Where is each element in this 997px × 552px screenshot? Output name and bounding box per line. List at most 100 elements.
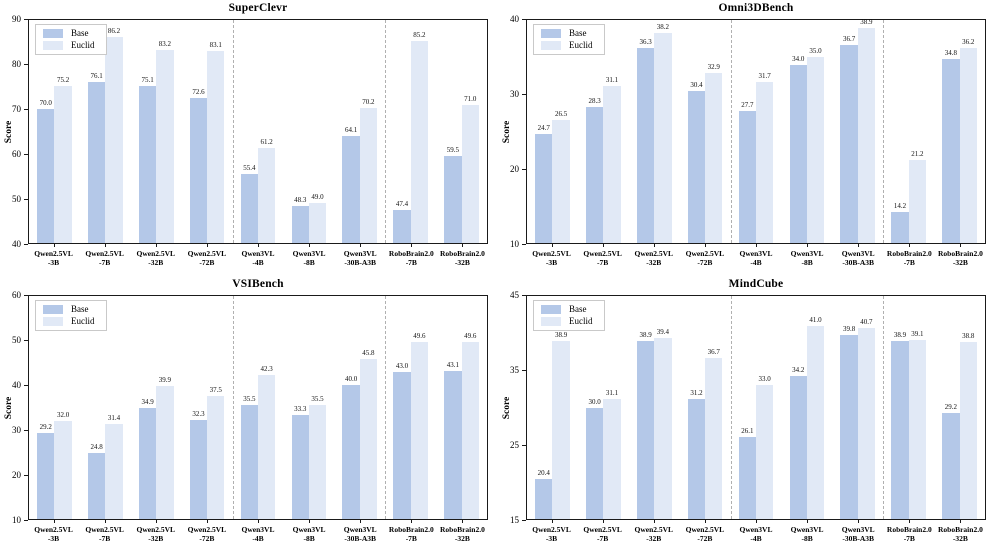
x-category-label: Qwen3VL -30B-A3B xyxy=(841,525,875,544)
bar-value-label: 21.2 xyxy=(911,149,924,158)
x-category-label: Qwen3VL -30B-A3B xyxy=(343,249,377,268)
y-tick-label: 10 xyxy=(510,238,519,249)
group-separator-line xyxy=(730,296,732,519)
bar-base: 70.0 xyxy=(37,99,55,243)
bar-group: 29.2 38.8 xyxy=(934,296,985,519)
bar-base: 43.0 xyxy=(393,362,411,519)
bar-base: 43.1 xyxy=(444,361,462,519)
y-tick-mark xyxy=(522,168,526,170)
x-category-label: Qwen2.5VL -3B xyxy=(34,249,73,268)
bar-base: 34.9 xyxy=(138,398,157,519)
bar-group: 36.3 38.2 xyxy=(629,20,680,243)
legend-row: Base xyxy=(541,305,593,314)
bar-value-label: 38.9 xyxy=(554,331,568,340)
y-tick-label: 50 xyxy=(12,334,21,345)
bar-base: 39.8 xyxy=(840,325,858,519)
x-tick-mark xyxy=(704,520,706,523)
bar-base: 20.4 xyxy=(535,469,553,519)
bar-base: 27.7 xyxy=(738,101,756,243)
x-tick-mark xyxy=(104,244,106,247)
x-category-label: RoboBrain2.0 -32B xyxy=(440,249,485,268)
x-tick-mark xyxy=(653,520,655,523)
group-separator-line xyxy=(385,296,387,519)
y-tick-mark xyxy=(24,63,28,65)
bar-group: 39.8 40.7 xyxy=(832,296,883,519)
bar-value-label: 34.2 xyxy=(792,366,805,375)
bar-value-label: 75.2 xyxy=(56,76,70,85)
bar-value-label: 37.5 xyxy=(209,386,222,395)
bar-group: 36.7 38.9 xyxy=(832,18,883,243)
bar-value-label: 36.7 xyxy=(707,347,720,356)
y-axis-label: Score xyxy=(502,120,512,143)
x-category-label: Qwen2.5VL -32B xyxy=(136,525,176,544)
x-category-label: Qwen2.5VL -32B xyxy=(634,525,674,544)
bar-euclid: 83.2 xyxy=(156,40,174,243)
bar-value-label: 43.0 xyxy=(395,361,409,370)
legend-swatch-euclid xyxy=(541,41,561,50)
x-tick-mark xyxy=(309,244,311,247)
bar-base: 34.2 xyxy=(789,366,807,519)
bar-euclid: 40.7 xyxy=(857,318,876,519)
bar-value-label: 29.2 xyxy=(39,423,52,432)
y-tick-mark xyxy=(24,519,28,521)
bar-euclid: 41.0 xyxy=(806,316,825,519)
legend-label: Euclid xyxy=(71,316,95,326)
bar-value-label: 64.1 xyxy=(345,125,358,134)
x-category-label: RoboBrain2.0 -7B xyxy=(388,525,434,544)
bar-group: 48.3 49.0 xyxy=(283,20,334,243)
x-category-label: RoboBrain2.0 -32B xyxy=(440,525,485,544)
legend-swatch-base xyxy=(541,29,561,38)
bar-value-label: 71.0 xyxy=(464,94,477,103)
bar-group: 24.8 31.4 xyxy=(80,296,131,519)
chart-title: Omni3DBench xyxy=(718,2,794,14)
bar-euclid: 86.2 xyxy=(105,27,123,243)
x-category-label: Qwen2.5VL -72B xyxy=(685,249,725,268)
bar-group: 14.2 21.2 xyxy=(883,20,934,243)
y-tick-label: 90 xyxy=(12,13,21,24)
bar-value-label: 72.6 xyxy=(192,87,205,96)
bar-value-label: 34.0 xyxy=(792,54,805,63)
legend-swatch-euclid xyxy=(43,41,63,50)
bar-value-label: 61.2 xyxy=(260,138,273,147)
bar-value-label: 42.3 xyxy=(260,364,273,373)
bar-value-label: 41.0 xyxy=(809,315,822,324)
bar-euclid: 49.0 xyxy=(308,193,327,243)
x-category-label: Qwen3VL -8B xyxy=(292,525,326,544)
x-tick-mark xyxy=(258,520,259,523)
x-category-label: Qwen3VL -8B xyxy=(790,525,824,544)
legend-row: Euclid xyxy=(43,41,95,50)
legend-label: Euclid xyxy=(569,40,593,50)
bars-container: 70.0 75.2 76.1 86.2 75.1 83.2 72.6 83.1 55.4 61.2… xyxy=(29,20,487,243)
x-category-label: RoboBrain2.0 -7B xyxy=(886,249,932,268)
bar-group: 27.7 31.7 xyxy=(731,20,782,243)
bar-euclid: 75.2 xyxy=(54,76,72,243)
x-category-label: RoboBrain2.0 -32B xyxy=(938,525,983,544)
y-tick-mark xyxy=(24,429,28,431)
x-category-label: Qwen2.5VL -72B xyxy=(187,249,227,268)
y-tick-label: 40 xyxy=(12,238,21,249)
bar-euclid: 42.3 xyxy=(258,365,276,519)
bar-group: 35.5 42.3 xyxy=(233,296,284,519)
bar-value-label: 14.2 xyxy=(893,201,907,210)
plot-area: 24.7 26.5 28.3 31.1 36.3 38.2 30.4 32.9 27.7 31.7… xyxy=(526,18,986,244)
bar-euclid: 49.6 xyxy=(410,332,428,519)
bar-value-label: 34.9 xyxy=(141,397,154,406)
bar-value-label: 39.9 xyxy=(158,375,171,384)
x-tick-mark xyxy=(155,520,157,523)
bar-base: 24.7 xyxy=(535,124,553,243)
bar-value-label: 38.8 xyxy=(962,332,975,341)
group-separator-line xyxy=(883,20,885,243)
x-category-label: Qwen3VL -8B xyxy=(790,249,824,268)
group-separator-line xyxy=(232,20,234,243)
bar-euclid: 85.2 xyxy=(410,31,428,243)
bar-value-label: 35.0 xyxy=(809,47,822,56)
bar-group: 43.0 49.6 xyxy=(385,296,436,519)
bar-euclid: 38.2 xyxy=(654,23,672,243)
y-tick-mark xyxy=(522,93,526,95)
bar-euclid: 31.1 xyxy=(603,389,621,519)
bar-base: 30.4 xyxy=(687,81,706,243)
legend-row: Euclid xyxy=(43,317,95,326)
bar-base: 38.9 xyxy=(891,331,909,519)
plot-area: 70.0 75.2 76.1 86.2 75.1 83.2 72.6 83.1 55.4 61.2… xyxy=(28,19,488,244)
